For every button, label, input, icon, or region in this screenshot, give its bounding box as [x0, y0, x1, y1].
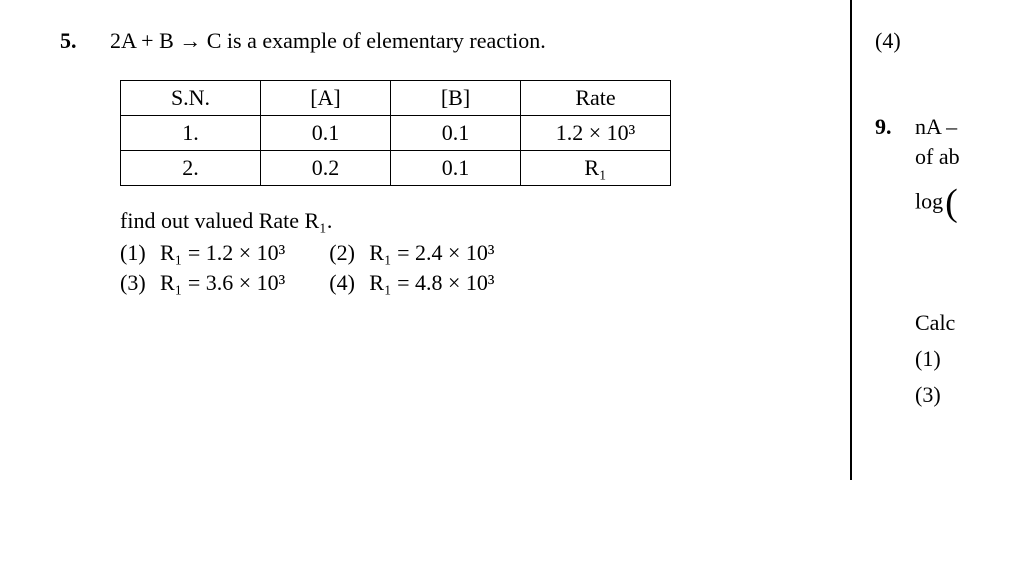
option-row: (3) R₁ = 3.6 × 10³ (4) R₁ = 4.8 × 10³ [120, 270, 840, 296]
option-label: (2) [329, 240, 369, 266]
option-label: (1) [120, 240, 160, 266]
option-text: R₁ = 1.2 × 10³ [160, 240, 285, 266]
main-question-block: 5. 2A + B → C is a example of elementary… [60, 28, 840, 296]
option-row: (1) R₁ = 1.2 × 10³ (2) R₁ = 2.4 × 10³ [120, 240, 840, 266]
data-table-wrapper: S.N. [A] [B] Rate 1. 0.1 0.1 1.2 × 10³ 2… [120, 80, 840, 186]
right-q9-line1: nA – [915, 114, 957, 140]
big-paren-icon: ( [945, 188, 958, 218]
option-2: (2) R₁ = 2.4 × 10³ [329, 240, 494, 266]
right-q9-line3: log( [915, 188, 1015, 218]
vertical-divider [850, 0, 852, 480]
table-header-row: S.N. [A] [B] Rate [121, 81, 671, 116]
option-label: (3) [120, 270, 160, 296]
option-text: R₁ = 3.6 × 10³ [160, 270, 285, 296]
right-column-fragments: (4) 9. nA – of ab log( Calc (1) (3) [875, 28, 1015, 408]
option-1: (1) R₁ = 1.2 × 10³ [120, 240, 285, 266]
option-text: R₁ = 2.4 × 10³ [369, 240, 494, 266]
question-text: 2A + B → C is a example of elementary re… [110, 28, 840, 54]
option-4: (4) R₁ = 4.8 × 10³ [329, 270, 494, 296]
data-table: S.N. [A] [B] Rate 1. 0.1 0.1 1.2 × 10³ 2… [120, 80, 671, 186]
table-header-cell: [B] [391, 81, 521, 116]
option-3: (3) R₁ = 3.6 × 10³ [120, 270, 285, 296]
table-header-cell: Rate [521, 81, 671, 116]
table-cell: 2. [121, 151, 261, 186]
table-cell: 1.2 × 10³ [521, 116, 671, 151]
options-block: (1) R₁ = 1.2 × 10³ (2) R₁ = 2.4 × 10³ (3… [120, 240, 840, 296]
table-header-cell: S.N. [121, 81, 261, 116]
question-number: 5. [60, 28, 110, 54]
table-cell: R₁ [521, 151, 671, 186]
right-opt3-fragment: (3) [915, 382, 1015, 408]
table-cell: 0.1 [391, 116, 521, 151]
option-text: R₁ = 4.8 × 10³ [369, 270, 494, 296]
table-header-cell: [A] [261, 81, 391, 116]
question-header-row: 5. 2A + B → C is a example of elementary… [60, 28, 840, 54]
find-instruction: find out valued Rate R₁. [120, 208, 840, 234]
table-cell: 0.1 [261, 116, 391, 151]
table-cell: 0.2 [261, 151, 391, 186]
table-cell: 1. [121, 116, 261, 151]
right-q9-line2: of ab [915, 144, 1015, 170]
table-row: 2. 0.2 0.1 R₁ [121, 151, 671, 186]
table-row: 1. 0.1 0.1 1.2 × 10³ [121, 116, 671, 151]
right-opt1-fragment: (1) [915, 346, 1015, 372]
option-label: (4) [329, 270, 369, 296]
right-top-fragment: (4) [875, 28, 1015, 54]
log-text: log [915, 188, 943, 213]
table-cell: 0.1 [391, 151, 521, 186]
right-question-9: 9. nA – [875, 114, 1015, 140]
right-calc-fragment: Calc [915, 310, 1015, 336]
right-q9-number: 9. [875, 114, 915, 140]
